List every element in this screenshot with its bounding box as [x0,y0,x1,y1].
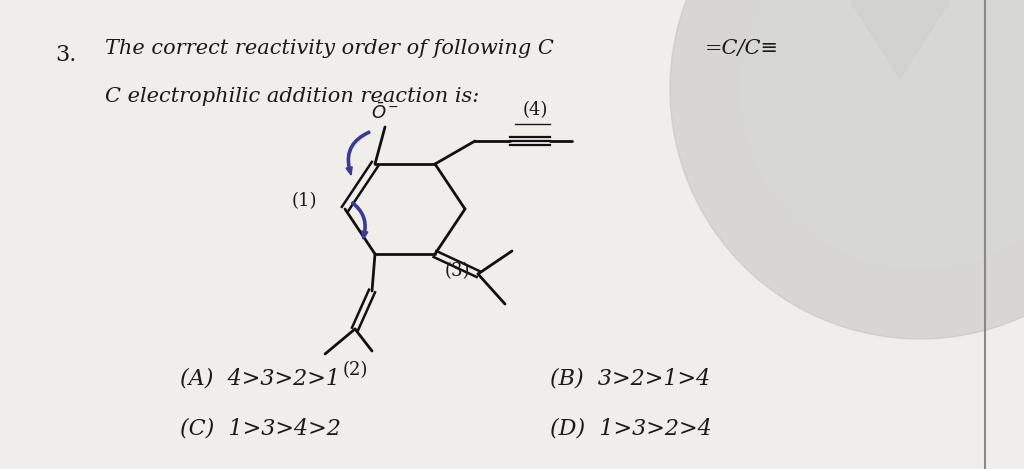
Text: (A)  4>3>2>1: (A) 4>3>2>1 [180,367,340,389]
Text: The correct reactivity order of following C: The correct reactivity order of followin… [105,39,554,58]
FancyArrowPatch shape [351,202,368,238]
Text: 3.: 3. [55,44,77,66]
Text: (B)  3>2>1>4: (B) 3>2>1>4 [550,367,711,389]
Text: =C/C≡: =C/C≡ [705,39,779,58]
Polygon shape [850,0,950,79]
Circle shape [740,0,1024,269]
Text: (1): (1) [292,192,317,210]
Circle shape [670,0,1024,339]
Text: (4): (4) [522,101,548,119]
Text: (C)  1>3>4>2: (C) 1>3>4>2 [180,417,341,439]
Text: C electrophilic addition reaction is:: C electrophilic addition reaction is: [105,87,479,106]
Text: $\bar{O}^-$: $\bar{O}^-$ [371,102,399,123]
Text: (D)  1>3>2>4: (D) 1>3>2>4 [550,417,712,439]
Text: (2): (2) [342,361,368,379]
Text: (3): (3) [445,262,470,280]
FancyArrowPatch shape [346,131,370,174]
